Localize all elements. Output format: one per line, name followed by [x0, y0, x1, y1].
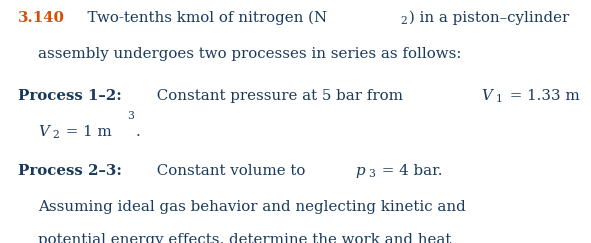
Text: V: V [38, 125, 49, 139]
Text: = 4 bar.: = 4 bar. [377, 164, 443, 178]
Text: 3: 3 [126, 111, 134, 121]
Text: 3.140: 3.140 [18, 11, 65, 25]
Text: Process 1–2:: Process 1–2: [18, 89, 122, 103]
Text: ) in a piston–cylinder: ) in a piston–cylinder [408, 11, 569, 25]
Text: Constant volume to: Constant volume to [152, 164, 310, 178]
Text: 2: 2 [400, 16, 407, 26]
Text: potential energy effects, determine the work and heat: potential energy effects, determine the … [38, 233, 452, 243]
Text: Assuming ideal gas behavior and neglecting kinetic and: Assuming ideal gas behavior and neglecti… [38, 200, 466, 215]
Text: = 1.33 m: = 1.33 m [505, 89, 579, 103]
Text: assembly undergoes two processes in series as follows:: assembly undergoes two processes in seri… [38, 47, 462, 61]
Text: 1: 1 [496, 94, 502, 104]
Text: 3: 3 [368, 169, 375, 179]
Text: Two-tenths kmol of nitrogen (N: Two-tenths kmol of nitrogen (N [79, 11, 327, 25]
Text: = 1 m: = 1 m [61, 125, 112, 139]
Text: Process 2–3:: Process 2–3: [18, 164, 122, 178]
Text: .: . [135, 125, 140, 139]
Text: p: p [356, 164, 365, 178]
Text: V: V [482, 89, 492, 103]
Text: Constant pressure at 5 bar from: Constant pressure at 5 bar from [152, 89, 407, 103]
Text: 2: 2 [53, 130, 59, 139]
